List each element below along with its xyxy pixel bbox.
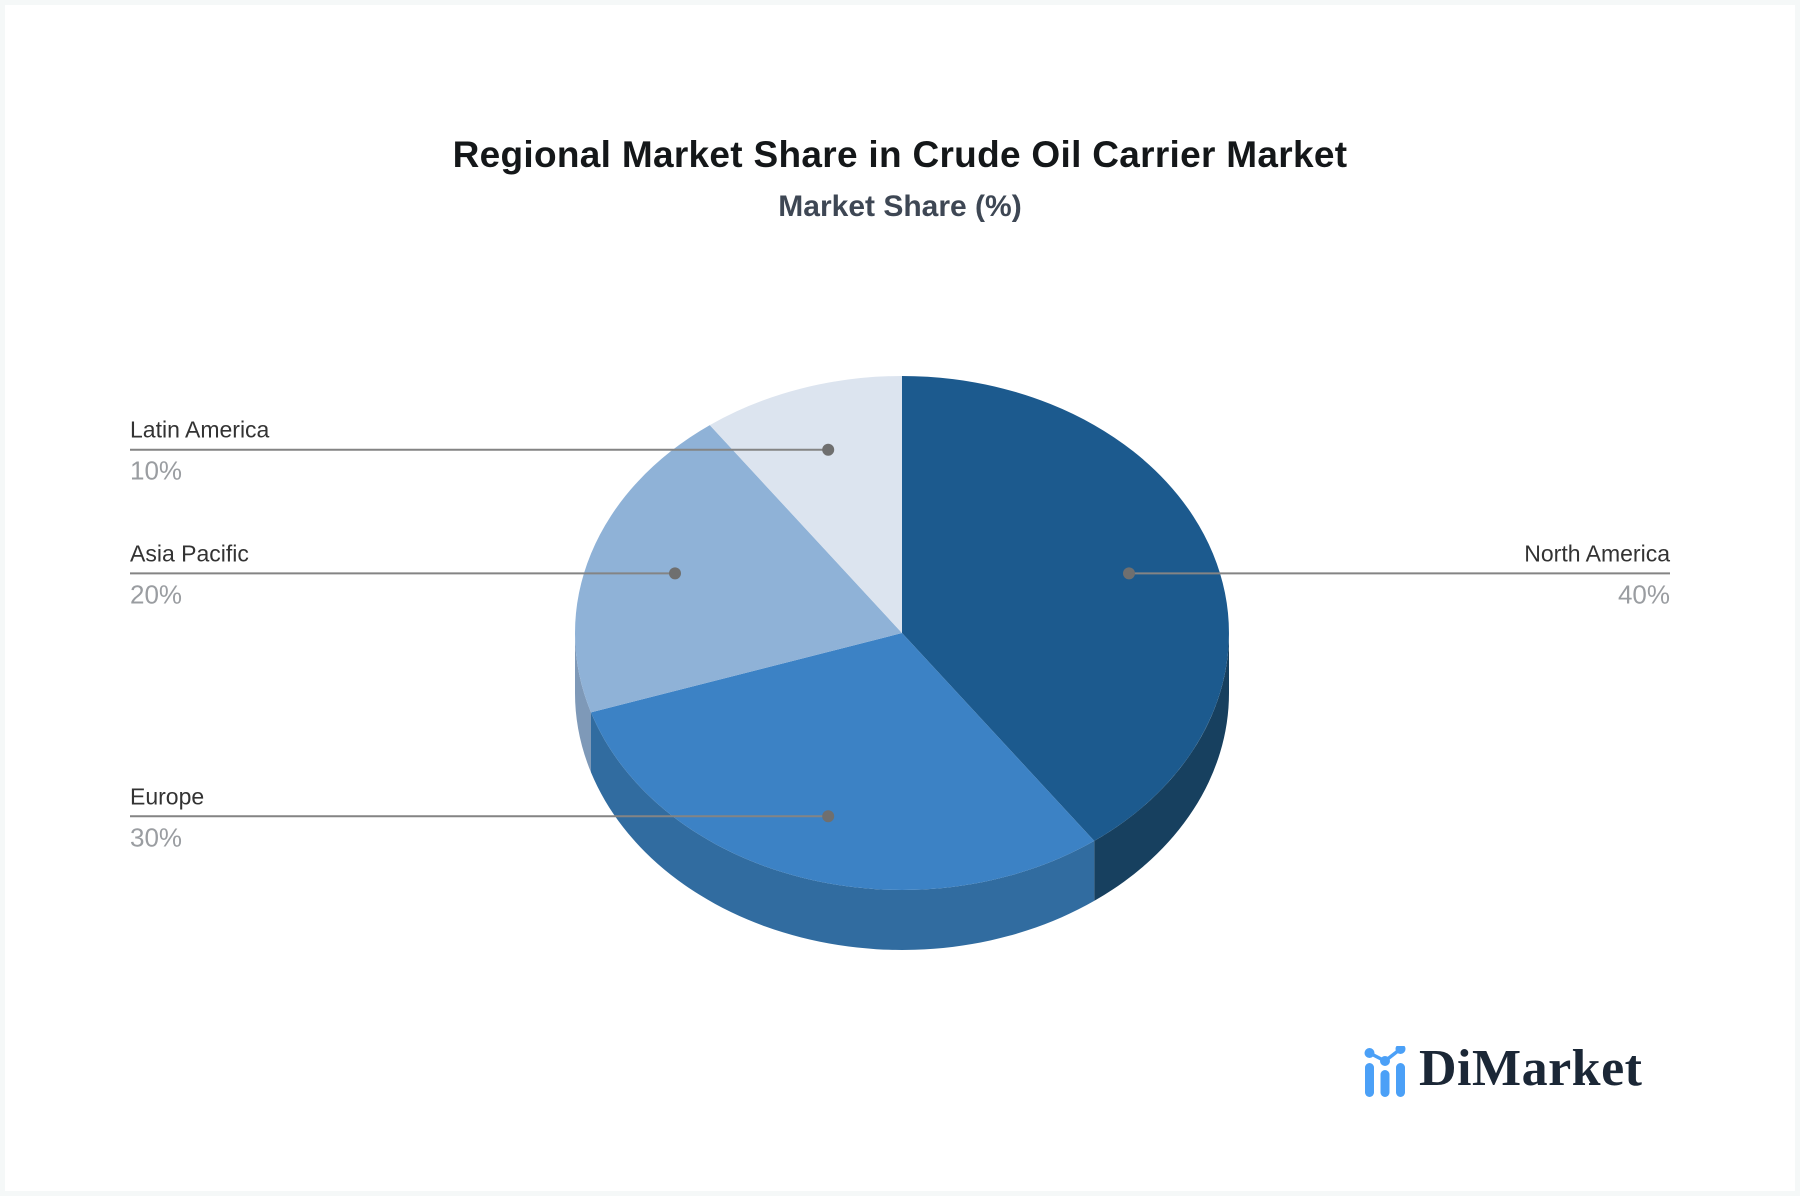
pie-slice-north-america[interactable] [902, 376, 1229, 841]
slice-percent-latin-america: 10% [130, 456, 182, 486]
brand-logo-text: DiMarket [1419, 1040, 1643, 1097]
slice-percent-north-america: 40% [1618, 579, 1670, 609]
pie-slice-europe[interactable] [591, 633, 1095, 890]
slice-label-latin-america: Latin America [130, 417, 270, 443]
leader-dot-europe [822, 810, 835, 823]
chart-subtitle: Market Share (%) [778, 190, 1022, 223]
pie-slice-side-asia-pacific [575, 633, 591, 773]
leader-dot-asia-pacific [669, 567, 681, 580]
slice-label-north-america: North America [1524, 540, 1670, 566]
pie-slice-latin-america[interactable] [709, 376, 902, 633]
brand-logo: DiMarket [1363, 1042, 1642, 1098]
leader-dot-north-america [1123, 567, 1135, 580]
bar-chart-trend-icon [1364, 1046, 1406, 1097]
slice-label-asia-pacific: Asia Pacific [130, 540, 249, 566]
slice-label-europe: Europe [130, 783, 204, 809]
chart-title: Regional Market Share in Crude Oil Carri… [452, 134, 1348, 175]
leader-dot-latin-america [822, 443, 835, 456]
slice-percent-asia-pacific: 20% [130, 579, 182, 609]
pie-slice-side-europe [591, 712, 1095, 950]
pie-slice-asia-pacific[interactable] [575, 425, 902, 713]
pie-slice-side-north-america [1094, 633, 1229, 901]
slice-percent-europe: 30% [130, 822, 182, 852]
